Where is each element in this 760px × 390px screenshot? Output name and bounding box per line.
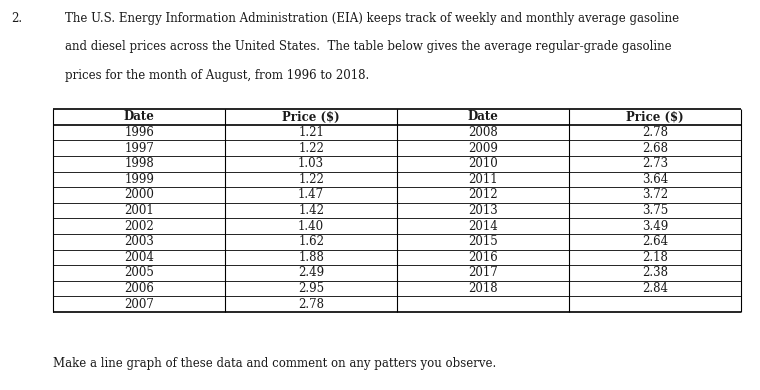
Text: prices for the month of August, from 1996 to 2018.: prices for the month of August, from 199… bbox=[65, 69, 369, 82]
Text: 2009: 2009 bbox=[468, 142, 498, 155]
Text: 2007: 2007 bbox=[124, 298, 154, 311]
Text: Date: Date bbox=[467, 110, 499, 124]
Text: 1999: 1999 bbox=[124, 173, 154, 186]
Text: 1.03: 1.03 bbox=[298, 157, 325, 170]
Text: 2.38: 2.38 bbox=[642, 266, 668, 280]
Text: 2014: 2014 bbox=[468, 220, 498, 233]
Text: 2005: 2005 bbox=[124, 266, 154, 280]
Text: Make a line graph of these data and comment on any patters you observe.: Make a line graph of these data and comm… bbox=[53, 357, 496, 370]
Text: 2018: 2018 bbox=[468, 282, 498, 295]
Text: and diesel prices across the United States.  The table below gives the average r: and diesel prices across the United Stat… bbox=[65, 40, 671, 53]
Text: 1996: 1996 bbox=[124, 126, 154, 139]
Text: 2008: 2008 bbox=[468, 126, 498, 139]
Text: 3.49: 3.49 bbox=[642, 220, 668, 233]
Text: 2015: 2015 bbox=[468, 235, 498, 248]
Text: 1997: 1997 bbox=[124, 142, 154, 155]
Text: 1.47: 1.47 bbox=[298, 188, 325, 202]
Text: The U.S. Energy Information Administration (EIA) keeps track of weekly and month: The U.S. Energy Information Administrati… bbox=[65, 12, 679, 25]
Text: 2002: 2002 bbox=[125, 220, 154, 233]
Text: 2.78: 2.78 bbox=[298, 298, 324, 311]
Text: Price ($): Price ($) bbox=[282, 110, 340, 124]
Text: 2006: 2006 bbox=[124, 282, 154, 295]
Text: 1.21: 1.21 bbox=[298, 126, 324, 139]
Text: 2.18: 2.18 bbox=[642, 251, 668, 264]
Text: 2000: 2000 bbox=[124, 188, 154, 202]
Text: 2.68: 2.68 bbox=[642, 142, 668, 155]
Text: 3.64: 3.64 bbox=[642, 173, 668, 186]
Text: 2003: 2003 bbox=[124, 235, 154, 248]
Text: 2010: 2010 bbox=[468, 157, 498, 170]
Text: Price ($): Price ($) bbox=[626, 110, 684, 124]
Text: 2.95: 2.95 bbox=[298, 282, 325, 295]
Text: 2.73: 2.73 bbox=[642, 157, 668, 170]
Text: 2.84: 2.84 bbox=[642, 282, 668, 295]
Text: 1.40: 1.40 bbox=[298, 220, 325, 233]
Text: 2017: 2017 bbox=[468, 266, 498, 280]
Text: Date: Date bbox=[124, 110, 154, 124]
Text: 1.62: 1.62 bbox=[298, 235, 324, 248]
Text: 1.42: 1.42 bbox=[298, 204, 324, 217]
Text: 2.: 2. bbox=[11, 12, 23, 25]
Text: 2013: 2013 bbox=[468, 204, 498, 217]
Text: 3.75: 3.75 bbox=[642, 204, 668, 217]
Text: 1.22: 1.22 bbox=[298, 142, 324, 155]
Text: 2011: 2011 bbox=[468, 173, 498, 186]
Text: 2.64: 2.64 bbox=[642, 235, 668, 248]
Text: 3.72: 3.72 bbox=[642, 188, 668, 202]
Text: 1.88: 1.88 bbox=[298, 251, 324, 264]
Text: 2016: 2016 bbox=[468, 251, 498, 264]
Text: 2001: 2001 bbox=[125, 204, 154, 217]
Text: 1.22: 1.22 bbox=[298, 173, 324, 186]
Text: 2.49: 2.49 bbox=[298, 266, 325, 280]
Text: 2.78: 2.78 bbox=[642, 126, 668, 139]
Text: 2004: 2004 bbox=[124, 251, 154, 264]
Text: 2012: 2012 bbox=[468, 188, 498, 202]
Text: 1998: 1998 bbox=[125, 157, 154, 170]
